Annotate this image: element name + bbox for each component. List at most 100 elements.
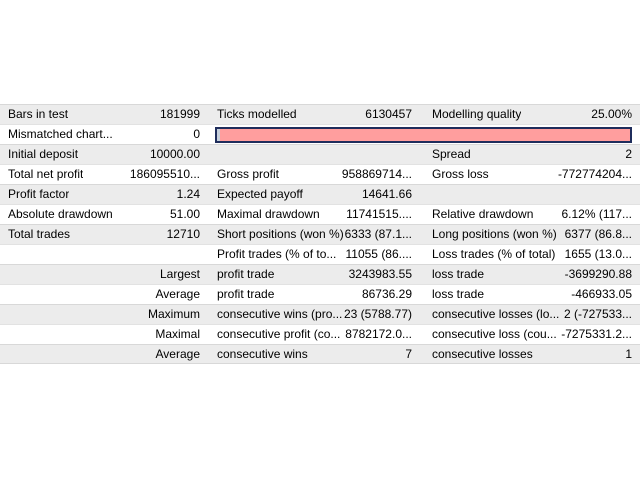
metric-label: Bars in test <box>8 107 69 121</box>
metric-label: Absolute drawdown <box>8 207 113 221</box>
metric-label: consecutive wins <box>217 347 308 361</box>
column-pair-middle: consecutive wins (pro... 23 (5788.77) <box>208 305 420 324</box>
metric-label: Initial deposit <box>8 147 79 161</box>
metric-value: Largest <box>159 267 200 281</box>
metric-label: Loss trades (% of total) <box>432 247 556 261</box>
column-pair-middle: Profit trades (% of to... 11055 (86.... <box>208 245 420 264</box>
metric-value: Average <box>155 347 200 361</box>
metric-label: Mismatched chart... <box>8 127 113 141</box>
metric-value <box>8 245 208 264</box>
column-pair-right: Spread 2 <box>420 145 640 164</box>
column-pair-middle: profit trade 86736.29 <box>208 285 420 304</box>
metric-label: Spread <box>432 147 471 161</box>
table-row[interactable]: Initial deposit 10000.00 Spread 2 <box>0 144 640 164</box>
metric-label: consecutive loss (cou... <box>432 327 557 341</box>
table-row[interactable]: Average consecutive wins 7 consecutive loss… <box>0 344 640 364</box>
column-pair-left: Maximal <box>0 325 208 344</box>
column-pair-left: Absolute drawdown 51.00 <box>0 205 208 224</box>
metric-value: 25.00% <box>591 107 632 121</box>
table-row[interactable]: Profit trades (% of to... 11055 (86.... Lo… <box>0 244 640 264</box>
column-pair-middle: Expected payoff 14641.66 <box>208 185 420 204</box>
table-row[interactable]: Bars in test 181999 Ticks modelled 6130457 M… <box>0 104 640 124</box>
column-pair-left: Average <box>0 345 208 363</box>
column-pair-right: loss trade -466933.05 <box>420 285 640 304</box>
metric-value: Average <box>155 287 200 301</box>
table-row[interactable]: Total trades 12710 Short positions (won %)… <box>0 224 640 244</box>
metric-value <box>432 185 640 204</box>
metric-label: Profit trades (% of to... <box>217 247 337 261</box>
column-pair-right <box>420 185 640 204</box>
column-pair-middle: Short positions (won %) 6333 (87.1... <box>208 225 420 244</box>
table-row[interactable]: Mismatched chart... 0 <box>0 124 640 144</box>
table-row[interactable]: Maximal consecutive profit (co... 8782172.… <box>0 324 640 344</box>
column-pair-right: Gross loss -772774204... <box>420 165 640 184</box>
metric-value: Maximum <box>147 307 200 321</box>
metric-label: Long positions (won %) <box>432 227 557 241</box>
metric-label: loss trade <box>432 267 485 281</box>
column-pair-middle: Gross profit 958869714... <box>208 165 420 184</box>
metric-value: 86736.29 <box>361 287 412 301</box>
metric-value: 7 <box>405 347 412 361</box>
metric-value: 186095510... <box>129 167 200 181</box>
table-row[interactable]: Profit factor 1.24 Expected payoff 14641.66 <box>0 184 640 204</box>
metric-label <box>0 265 8 284</box>
metric-value: 1.24 <box>176 187 200 201</box>
metric-label: consecutive losses <box>432 347 533 361</box>
metric-label: Modelling quality <box>432 107 522 121</box>
column-pair-left: Average <box>0 285 208 304</box>
column-pair-left: Total net profit 186095510... <box>0 165 208 184</box>
column-pair-middle: profit trade 3243983.55 <box>208 265 420 284</box>
metric-value: -466933.05 <box>571 287 632 301</box>
metric-label: Expected payoff <box>217 187 303 201</box>
metric-label: consecutive losses (lo... <box>432 307 560 321</box>
metric-value: 11055 (86.... <box>345 247 413 261</box>
column-pair-right: Loss trades (% of total) 1655 (13.0... <box>420 245 640 264</box>
metric-label: Total trades <box>8 227 71 241</box>
table-row[interactable]: Average profit trade 86736.29 loss trade -46… <box>0 284 640 304</box>
column-pair-right: consecutive loss (cou... -7275331.2... <box>420 325 640 344</box>
column-pair-right: Modelling quality 25.00% <box>420 105 640 124</box>
metric-label: consecutive profit (co... <box>217 327 341 341</box>
metric-label <box>420 185 432 204</box>
metric-label: profit trade <box>217 287 275 301</box>
metric-value: 0 <box>193 127 200 141</box>
table-row[interactable]: Largest profit trade 3243983.55 loss trade -… <box>0 264 640 284</box>
metric-value: 2 (-727533... <box>563 307 632 321</box>
metric-value: 51.00 <box>169 207 200 221</box>
metric-value: 14641.66 <box>361 187 412 201</box>
metric-value: 8782172.0... <box>345 327 412 341</box>
modelling-quality-bar-track <box>208 125 640 144</box>
metric-label: Short positions (won %) <box>217 227 344 241</box>
metric-value: 2 <box>625 147 632 161</box>
metric-label: Relative drawdown <box>432 207 534 221</box>
metric-value: 6.12% (117... <box>561 207 633 221</box>
column-pair-middle <box>208 145 420 164</box>
metric-value: 12710 <box>166 227 200 241</box>
metric-label: Ticks modelled <box>217 107 297 121</box>
column-pair-middle: Ticks modelled 6130457 <box>208 105 420 124</box>
metric-value: 181999 <box>159 107 200 121</box>
column-pair-left <box>0 245 208 264</box>
metric-value: 6130457 <box>365 107 412 121</box>
metric-label: profit trade <box>217 267 275 281</box>
column-pair-right: consecutive losses 1 <box>420 345 640 363</box>
metric-value: Maximal <box>155 327 200 341</box>
metric-label <box>208 145 217 164</box>
column-pair-right: Long positions (won %) 6377 (86.8... <box>420 225 640 244</box>
metric-label: Gross profit <box>217 167 280 181</box>
metric-label: Total net profit <box>8 167 84 181</box>
column-pair-middle: consecutive wins 7 <box>208 345 420 363</box>
table-row[interactable]: Total net profit 186095510... Gross profit… <box>0 164 640 184</box>
table-row[interactable]: Absolute drawdown 51.00 Maximal drawdown 11… <box>0 204 640 224</box>
table-row[interactable]: Maximum consecutive wins (pro... 23 (5788.… <box>0 304 640 324</box>
column-pair-left: Mismatched chart... 0 <box>0 125 208 144</box>
metric-value: -3699290.88 <box>564 267 632 281</box>
metric-value: 6333 (87.1... <box>344 227 412 241</box>
column-pair-right: loss trade -3699290.88 <box>420 265 640 284</box>
metric-label: Profit factor <box>8 187 70 201</box>
metric-value: 958869714... <box>341 167 412 181</box>
metric-label: Gross loss <box>432 167 489 181</box>
metric-value: 3243983.55 <box>348 267 412 281</box>
column-pair-left: Total trades 12710 <box>0 225 208 244</box>
column-pair-right: Relative drawdown 6.12% (117... <box>420 205 640 224</box>
